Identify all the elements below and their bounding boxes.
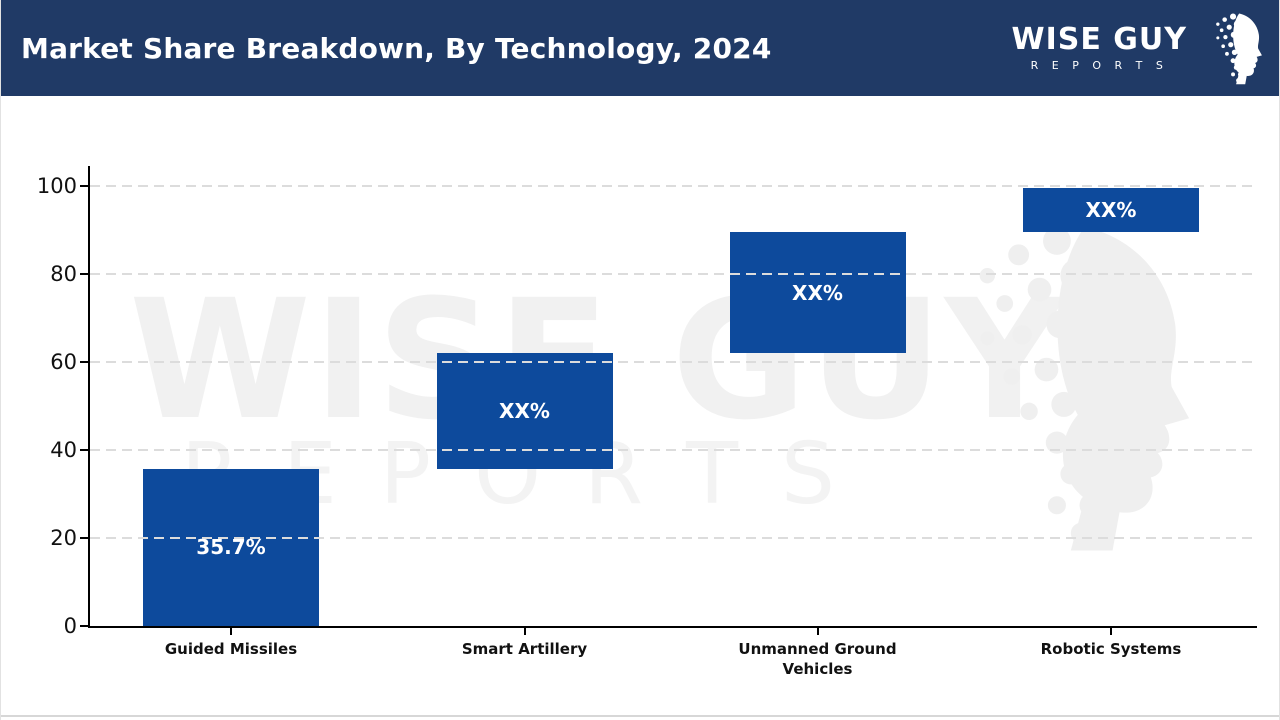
bar-guided-missiles: 35.7% bbox=[143, 468, 319, 626]
y-axis-tick-label: 0 bbox=[63, 614, 77, 638]
header-bar: Market Share Breakdown, By Technology, 2… bbox=[1, 0, 1279, 96]
x-axis-tick bbox=[523, 628, 526, 635]
bar-value-label: 35.7% bbox=[196, 535, 266, 560]
y-axis-tick-label: 40 bbox=[50, 438, 77, 462]
y-axis-tick bbox=[80, 625, 89, 627]
wise-guy-logo: WISE GUY R E P O R T S bbox=[1011, 12, 1265, 85]
x-axis-category-label: Smart Artillery bbox=[461, 640, 588, 658]
gridline bbox=[90, 449, 1257, 451]
gridline bbox=[90, 361, 1257, 363]
y-axis-tick-label: 20 bbox=[50, 526, 77, 550]
logo-wordmark: WISE GUY bbox=[1011, 22, 1187, 58]
bar-smart-artillery: XX% bbox=[436, 353, 613, 469]
gridline bbox=[90, 273, 1257, 275]
y-axis-tick-label: 100 bbox=[36, 174, 77, 198]
logo-head-icon bbox=[1216, 13, 1262, 84]
bar-value-label: XX% bbox=[792, 280, 843, 305]
bar-value-label: XX% bbox=[1085, 197, 1137, 222]
y-axis-tick-label: 80 bbox=[50, 262, 77, 286]
gridline bbox=[90, 185, 1257, 187]
bar-robotic-systems: XX% bbox=[1023, 187, 1199, 233]
x-axis-category-label: Unmanned Ground Vehicles bbox=[738, 640, 897, 679]
bar-unmanned-ground-vehicles: XX% bbox=[729, 232, 906, 354]
x-axis-tick bbox=[1110, 628, 1112, 635]
gridline bbox=[90, 537, 1257, 539]
bottom-border-line bbox=[1, 715, 1279, 717]
y-axis-tick bbox=[80, 273, 89, 275]
x-axis-category-label: Robotic Systems bbox=[1040, 640, 1182, 658]
x-axis-category-label: Guided Missiles bbox=[164, 640, 298, 658]
y-axis-tick-label: 60 bbox=[50, 350, 77, 374]
chart-title: Market Share Breakdown, By Technology, 2… bbox=[21, 31, 772, 65]
y-axis-tick bbox=[80, 537, 89, 539]
x-axis-tick bbox=[816, 628, 819, 635]
y-axis-tick bbox=[80, 361, 89, 363]
logo-subtitle: R E P O R T S bbox=[1030, 58, 1168, 72]
logo-text-block: WISE GUY R E P O R T S bbox=[1011, 24, 1187, 72]
x-axis-line bbox=[88, 626, 1257, 628]
y-axis-tick bbox=[80, 185, 89, 187]
y-axis-line bbox=[88, 166, 90, 628]
x-axis-tick bbox=[230, 628, 232, 635]
bar-value-label: XX% bbox=[499, 399, 550, 424]
y-axis-tick bbox=[80, 449, 89, 451]
